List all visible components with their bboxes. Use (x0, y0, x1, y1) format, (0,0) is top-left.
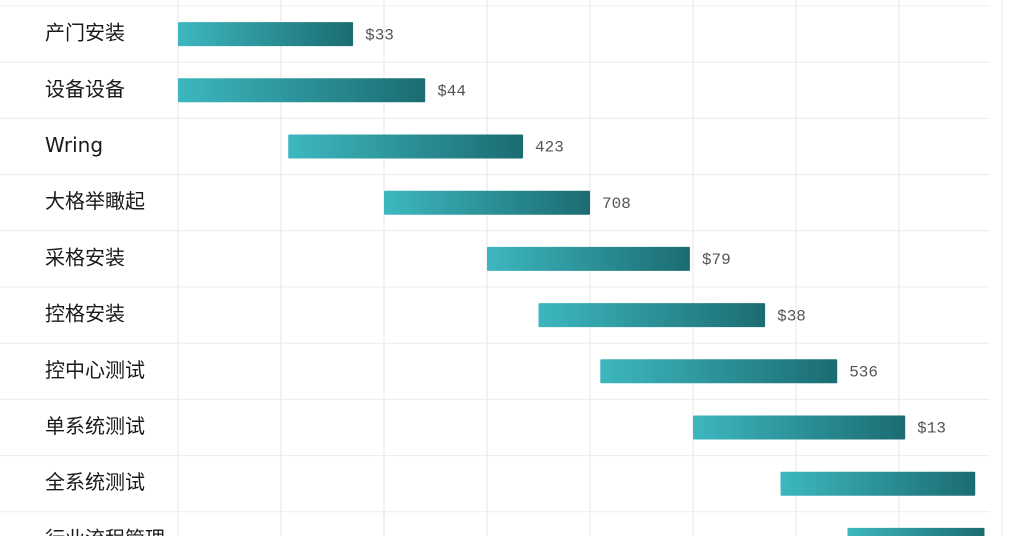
bar (178, 78, 426, 103)
bar-label: 423 (535, 139, 564, 157)
category-label: 全系统测试 (45, 470, 145, 494)
bar-label: $33 (365, 26, 394, 44)
bar (178, 22, 354, 47)
bar-label: 708 (602, 195, 631, 213)
category-label: 单系统测试 (45, 414, 145, 438)
category-label: 控格安装 (45, 302, 125, 326)
bar (384, 190, 590, 215)
bar (780, 471, 976, 496)
bar-label: $44 (437, 83, 466, 101)
category-label: 行业流程管理 (45, 526, 165, 536)
bar (288, 134, 524, 159)
category-label: 设备设备 (45, 77, 125, 101)
bar (538, 303, 766, 328)
category-label: Wring (45, 133, 103, 157)
bar-label: 536 (849, 364, 878, 382)
bar-label: $79 (702, 251, 731, 269)
category-label: 大格举瞰起 (45, 189, 145, 213)
bar (693, 415, 906, 440)
bar-label: $13 (917, 420, 946, 438)
bar (600, 359, 838, 384)
bar-label: $38 (777, 307, 806, 325)
category-label: 产门安装 (45, 21, 125, 45)
bar (487, 246, 690, 271)
category-label: 控中心测试 (45, 358, 145, 382)
category-label: 采格安装 (45, 245, 125, 269)
bar (847, 527, 985, 536)
